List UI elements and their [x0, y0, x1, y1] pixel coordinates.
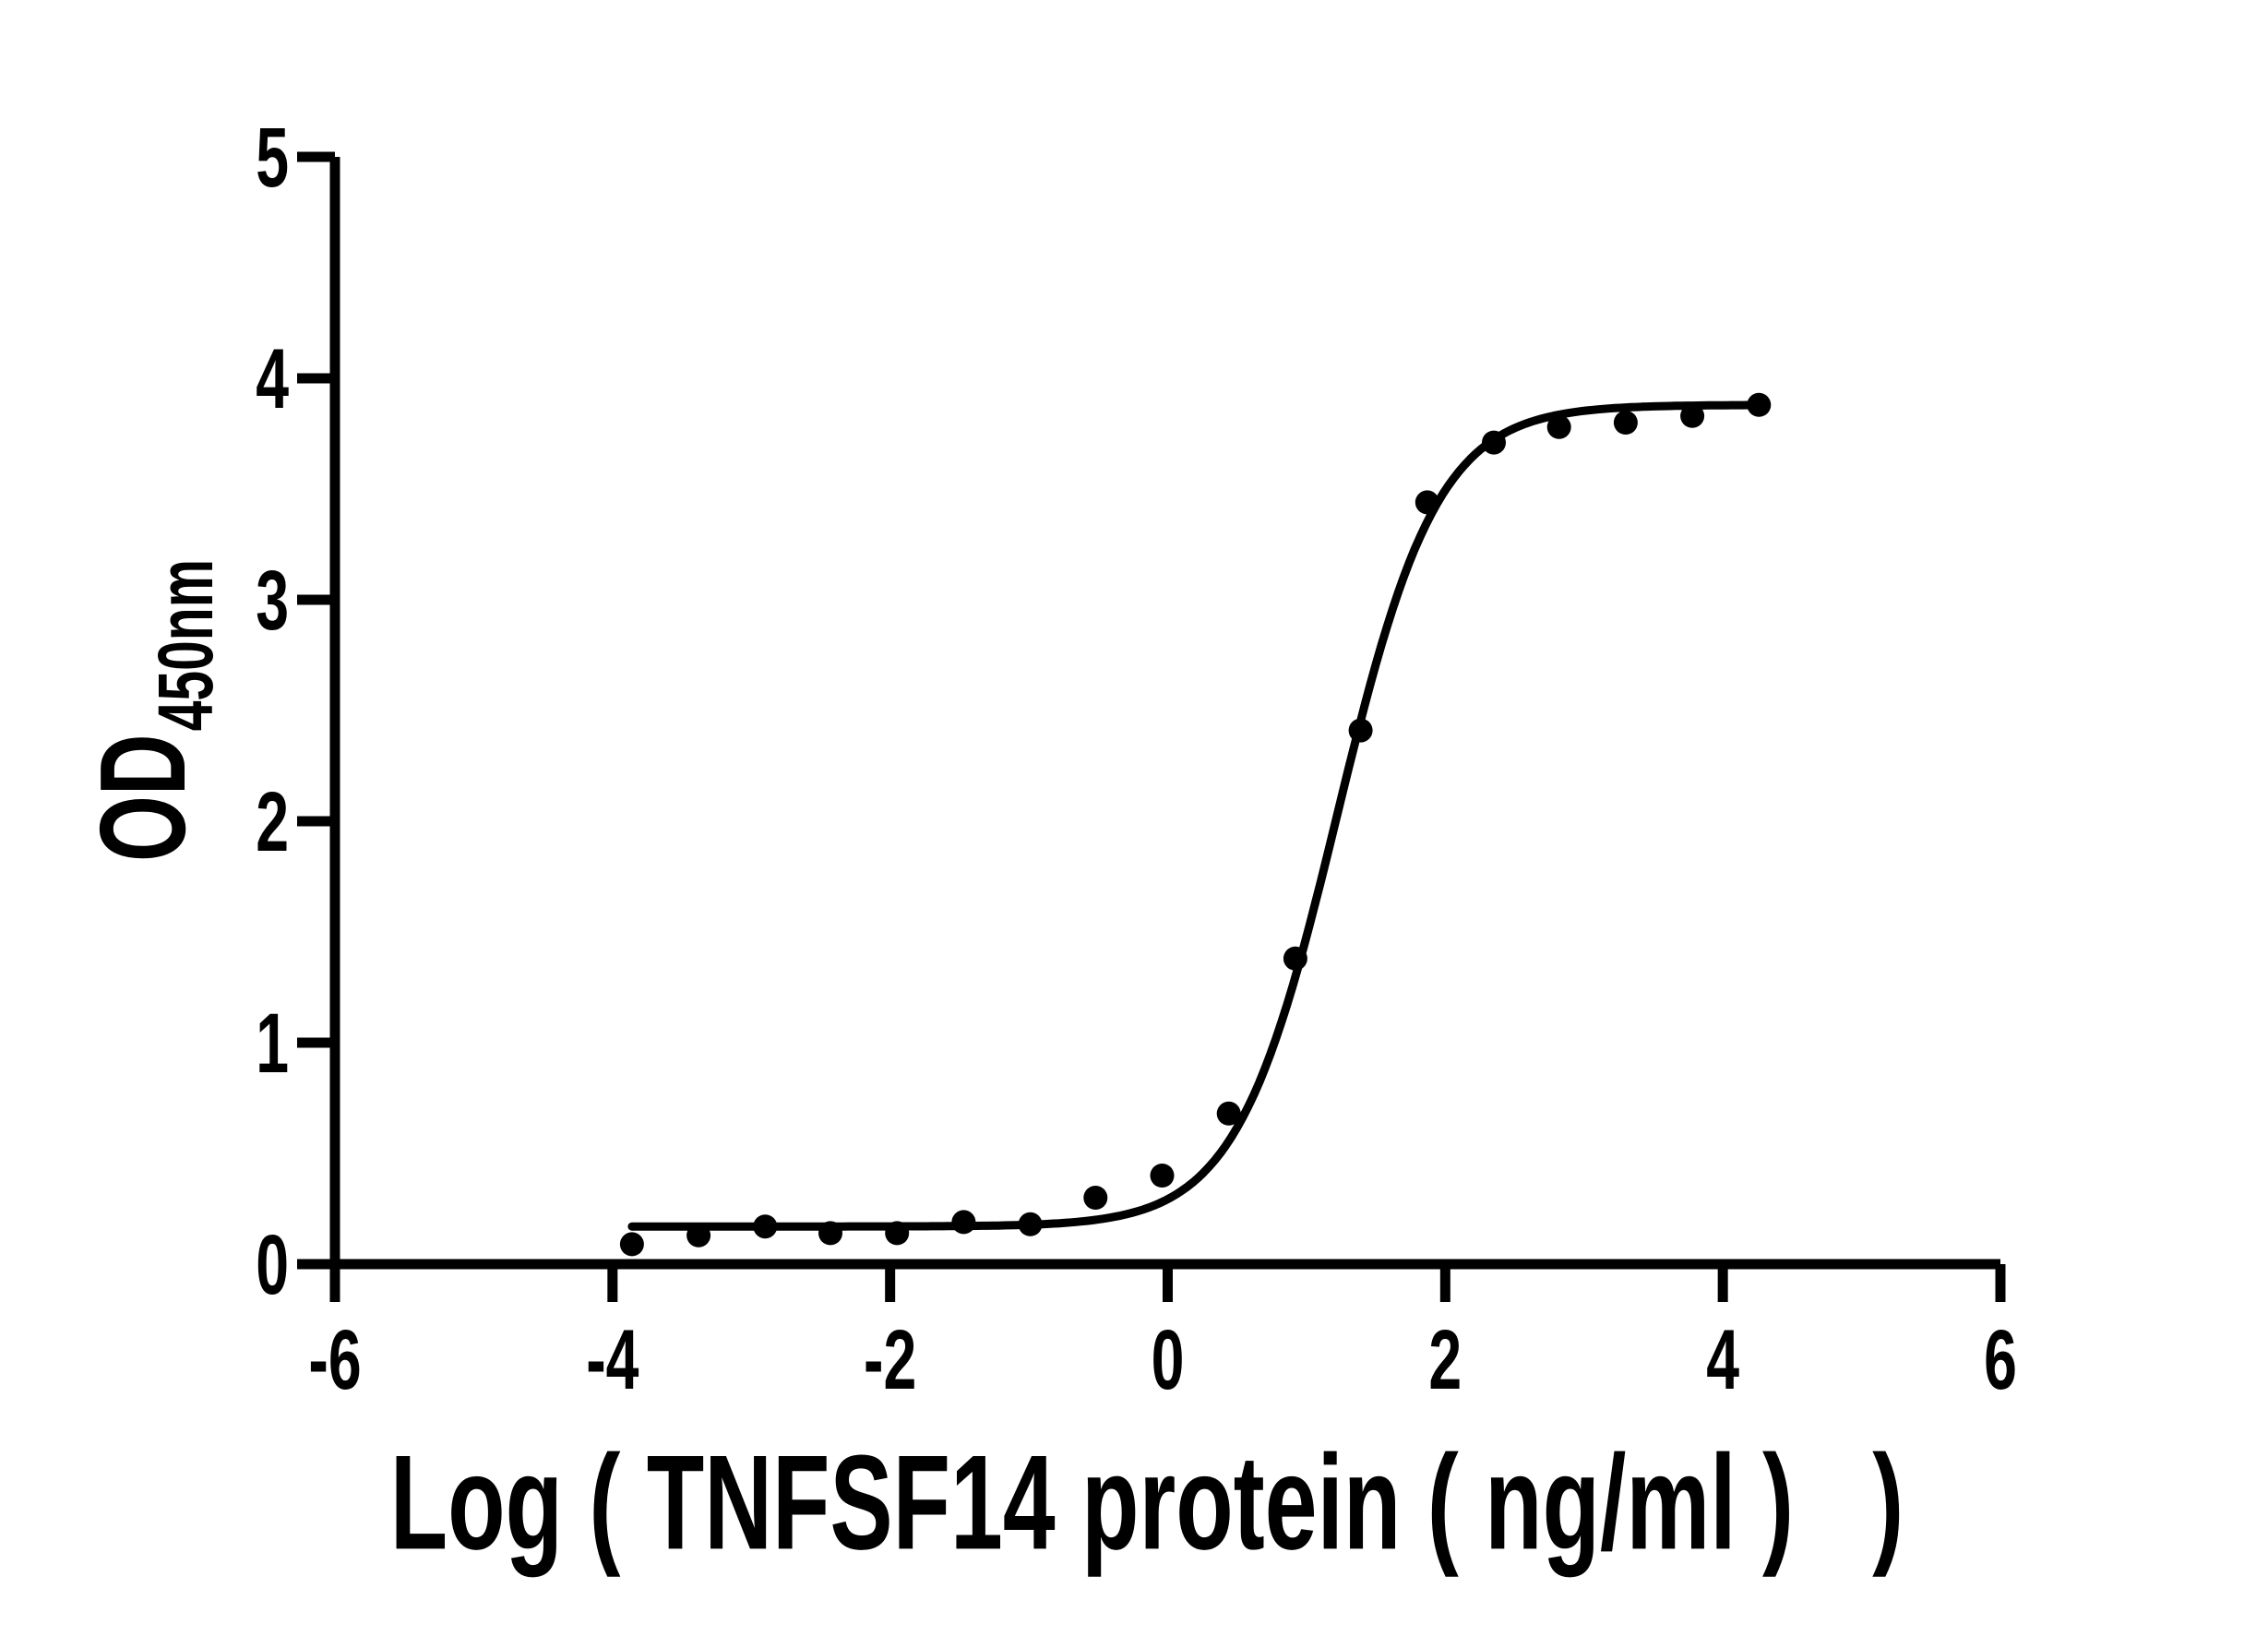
- data-point: [1283, 946, 1307, 971]
- data-point: [1018, 1212, 1043, 1236]
- x-tick-label: -2: [864, 1311, 916, 1406]
- tick-labels: 0 1 2 3 4 5 -6 -4 -2 0 2 4 6: [256, 109, 2017, 1406]
- x-axis-title: Log ( TNFSF14 protein ( ng/ml ) ): [390, 1427, 1904, 1577]
- data-point: [1680, 403, 1705, 428]
- data-point: [885, 1221, 910, 1246]
- axes: [329, 157, 2000, 1270]
- axis-frame: [329, 157, 2000, 1270]
- data-point: [1150, 1164, 1175, 1188]
- y-axis-title: OD 450nm: [76, 559, 230, 862]
- x-tick-label: -4: [586, 1311, 639, 1406]
- y-tick-label: 4: [256, 330, 289, 425]
- data-point: [686, 1223, 711, 1248]
- x-tick-label: 6: [1984, 1311, 2017, 1406]
- y-tick-label: 5: [256, 109, 289, 204]
- data-point: [818, 1221, 842, 1246]
- data-point: [1613, 411, 1638, 435]
- data-point: [619, 1232, 644, 1257]
- x-tick-label: 0: [1152, 1311, 1185, 1406]
- y-tick-label: 1: [256, 995, 289, 1090]
- data-point: [1083, 1186, 1108, 1210]
- y-tick-label: 0: [256, 1216, 289, 1311]
- data-point: [1482, 430, 1506, 455]
- data-point: [1415, 490, 1439, 515]
- fit-curve-line: [627, 400, 1763, 1231]
- data-point: [951, 1210, 976, 1235]
- y-tick-label: 2: [256, 773, 289, 868]
- x-tick-label: 4: [1706, 1311, 1739, 1406]
- data-point: [753, 1214, 778, 1239]
- y-tick-label: 3: [256, 552, 289, 647]
- x-tick-label: -6: [308, 1311, 361, 1406]
- tick-marks: [297, 151, 2006, 1302]
- data-points: [619, 392, 1772, 1257]
- y-axis-title-main: OD: [76, 734, 211, 862]
- data-point: [1348, 718, 1373, 743]
- data-point: [1546, 414, 1571, 439]
- y-axis-title-subscript: 450nm: [143, 559, 230, 731]
- data-point: [1216, 1101, 1241, 1126]
- x-tick-label: 2: [1428, 1311, 1462, 1406]
- fit-curve: [627, 400, 1763, 1231]
- data-point: [1747, 392, 1772, 417]
